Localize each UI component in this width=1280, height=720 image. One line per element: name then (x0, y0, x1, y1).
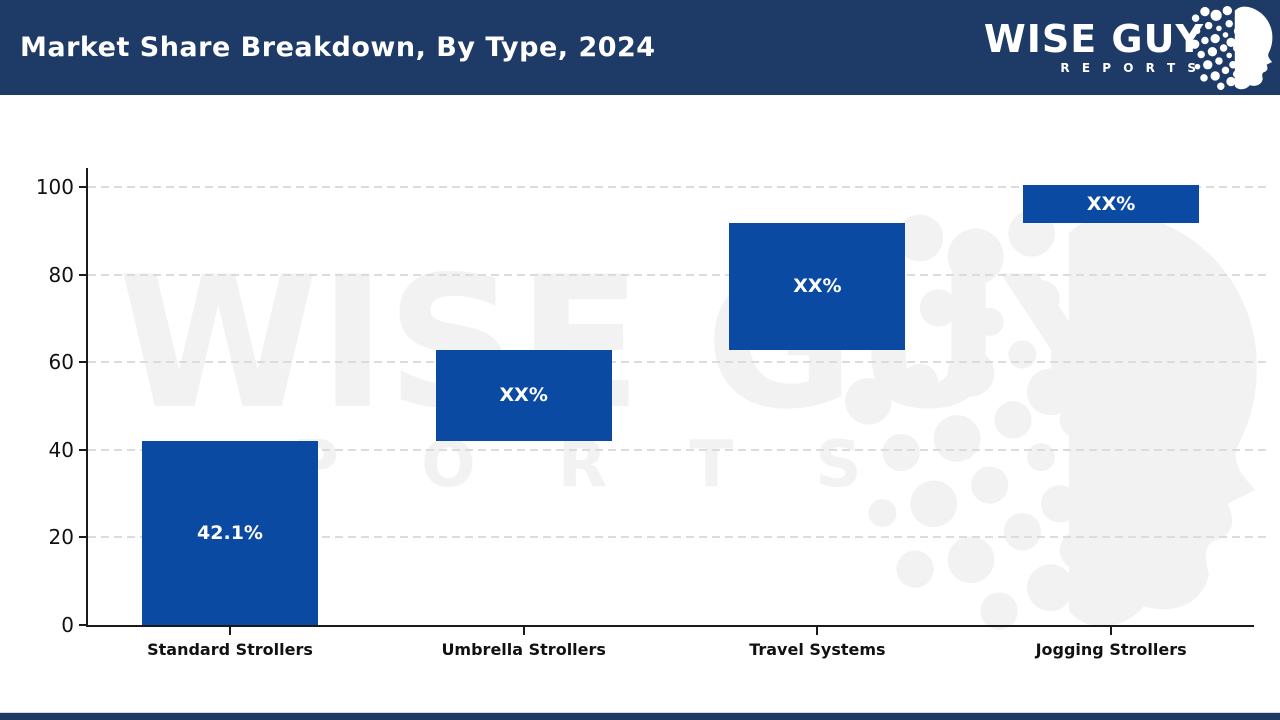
bar-value-label: XX% (1086, 193, 1136, 216)
x-tick (1110, 627, 1113, 635)
y-tick (79, 536, 87, 539)
x-axis-line (86, 625, 1254, 627)
x-tick (522, 627, 525, 635)
x-tick-label: Travel Systems (749, 640, 886, 659)
y-tick (79, 448, 87, 451)
bar-value-label: XX% (793, 275, 842, 298)
header-bar: Market Share Breakdown, By Type, 2024 WI… (0, 0, 1280, 95)
y-gridline (88, 361, 1268, 364)
y-gridline (88, 186, 1268, 188)
y-tick-label: 40 (48, 437, 74, 462)
x-tick (229, 627, 231, 635)
y-tick-label: 60 (48, 350, 74, 375)
bar-segment: XX% (435, 349, 612, 441)
y-tick-label: 0 (61, 613, 74, 637)
bar-segment: XX% (729, 222, 906, 350)
bar-value-label: XX% (499, 384, 548, 407)
page-title: Market Share Breakdown, By Type, 2024 (20, 32, 656, 63)
watermark-face-icon (845, 209, 1257, 630)
x-tick-label: Umbrella Strollers (441, 640, 606, 659)
x-tick-label: Jogging Strollers (1035, 640, 1187, 659)
y-tick-label: 80 (48, 262, 74, 287)
bar-segment: XX% (1023, 185, 1200, 223)
bar-segment: 42.1% (142, 440, 318, 625)
logo-wordmark: WISE GUY (983, 17, 1204, 61)
wise-guy-reports-logo: WISE GUY R E P O R T S (984, 0, 1274, 95)
footer-bar (0, 713, 1280, 720)
y-gridline (88, 273, 1268, 276)
y-tick (79, 361, 87, 364)
logo-face-icon (1190, 5, 1273, 90)
x-tick-label: Standard Strollers (147, 640, 313, 659)
y-axis-line (86, 168, 88, 627)
y-tick (79, 624, 87, 626)
y-tick (79, 186, 87, 188)
y-tick-label: 20 (48, 525, 74, 550)
y-tick (79, 273, 87, 276)
y-tick-label: 100 (35, 175, 74, 199)
footer-divider (0, 712, 1280, 713)
bar-value-label: 42.1% (197, 521, 263, 544)
y-gridline (88, 448, 1268, 451)
x-tick (816, 627, 819, 635)
y-gridline (88, 536, 1268, 539)
logo-subtext: R E P O R T S (1060, 61, 1200, 75)
